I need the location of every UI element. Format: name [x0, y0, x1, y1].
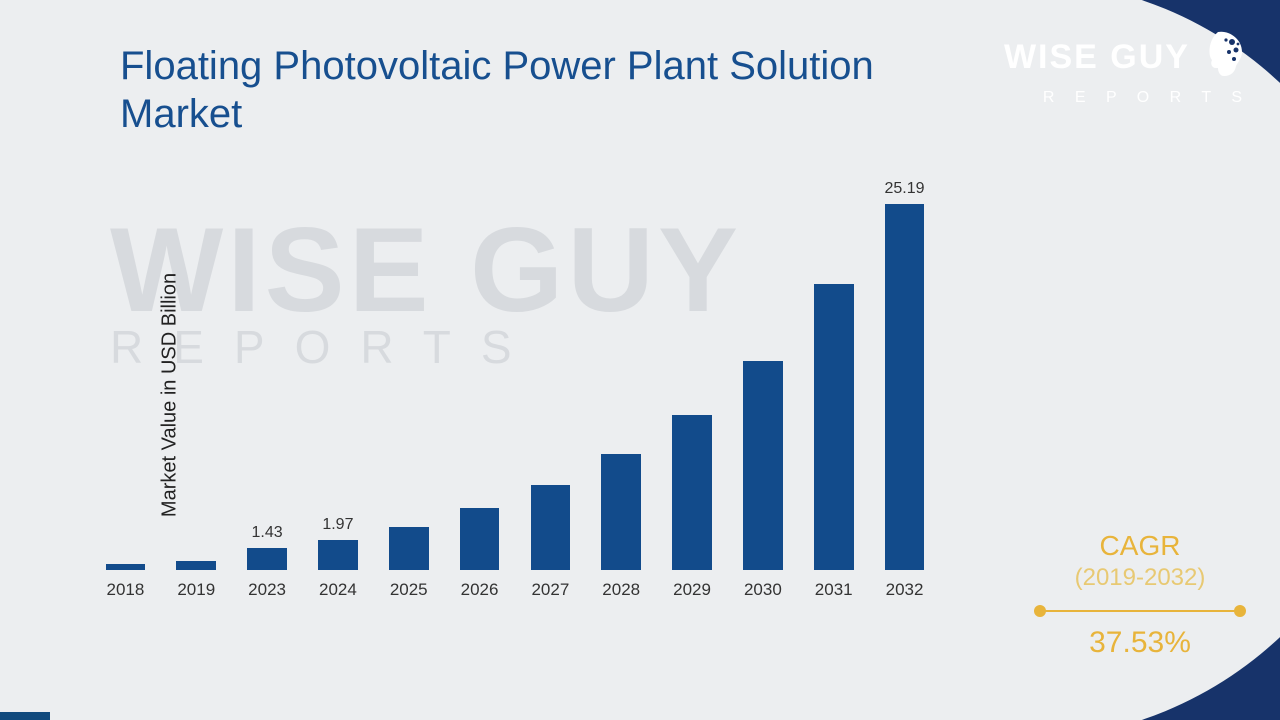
bar [318, 540, 358, 571]
bar [247, 548, 287, 570]
x-tick-label: 2030 [737, 570, 788, 610]
bar [885, 204, 925, 570]
bar-slot [667, 180, 718, 570]
bar [176, 561, 216, 570]
bar-chart: Market Value in USD Billion 1.431.9725.1… [60, 180, 930, 610]
market-infographic: WISE GUY R E P O R T S CAGR (2019 [0, 0, 1280, 720]
x-tick-label: 2018 [100, 570, 151, 610]
bar-slot [525, 180, 576, 570]
logo-text-sub: R E P O R T S [1004, 90, 1250, 106]
bar-slot: 1.97 [312, 180, 363, 570]
bar-slot: 25.19 [879, 180, 930, 570]
x-tick-label: 2028 [596, 570, 647, 610]
bar [389, 527, 429, 570]
x-tick-label: 2027 [525, 570, 576, 610]
x-tick-label: 2025 [383, 570, 434, 610]
bars-container: 1.43 1.97 25.19 [100, 180, 930, 570]
cagr-value: 37.53% [1040, 626, 1240, 660]
bar-slot [383, 180, 434, 570]
bar-value-label: 1.43 [252, 524, 283, 542]
bar-slot [737, 180, 788, 570]
cagr-range: (2019-2032) [1040, 564, 1240, 592]
bar [460, 508, 500, 570]
bar-value-label: 25.19 [885, 180, 925, 198]
brand-logo: WISE GUY R E P O R T S [1004, 28, 1250, 106]
bar [814, 284, 854, 570]
head-icon [1198, 28, 1250, 86]
bar-slot [171, 180, 222, 570]
bar-slot: 1.43 [242, 180, 293, 570]
x-axis-labels: 2018 2019 2023 2024 2025 2026 2027 2028 2029 2030… [100, 570, 930, 610]
x-tick-label: 2024 [312, 570, 363, 610]
plot-area: 1.43 1.97 25.19 [100, 180, 930, 570]
bar-slot [454, 180, 505, 570]
bar-slot [100, 180, 151, 570]
x-tick-label: 2032 [879, 570, 930, 610]
x-tick-label: 2026 [454, 570, 505, 610]
chart-title: Floating Photovoltaic Power Plant Soluti… [120, 42, 880, 138]
x-tick-label: 2023 [242, 570, 293, 610]
logo-text-main: WISE GUY [1004, 40, 1190, 74]
cagr-title: CAGR [1040, 530, 1240, 562]
bar [672, 415, 712, 570]
bar-slot [596, 180, 647, 570]
cagr-divider [1040, 610, 1240, 612]
bar [531, 485, 571, 570]
x-tick-label: 2029 [667, 570, 718, 610]
x-tick-label: 2031 [808, 570, 859, 610]
bar-value-label: 1.97 [322, 516, 353, 534]
right-panel: WISE GUY R E P O R T S CAGR (2019 [960, 0, 1280, 720]
bar [601, 454, 641, 570]
cagr-block: CAGR (2019-2032) 37.53% [1040, 530, 1240, 660]
bar-slot [808, 180, 859, 570]
x-tick-label: 2019 [171, 570, 222, 610]
footer-accent-strip [0, 712, 50, 720]
bar [743, 361, 783, 570]
